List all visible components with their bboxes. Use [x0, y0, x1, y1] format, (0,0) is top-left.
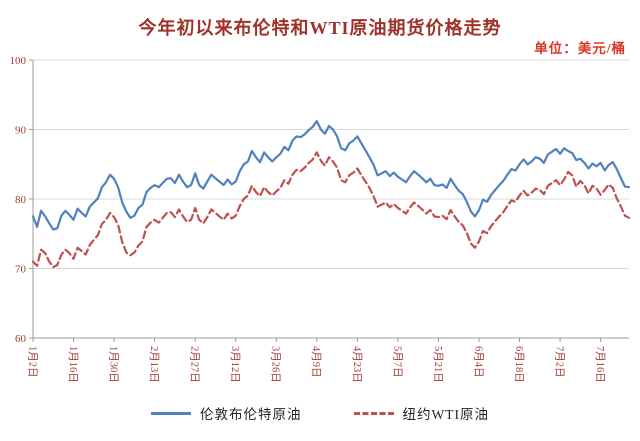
y-axis-label: 70 [15, 263, 27, 275]
y-axis-label: 100 [10, 55, 27, 67]
x-axis-label: 2月27日 [189, 346, 201, 383]
legend-label-wti: 纽约WTI原油 [402, 407, 489, 422]
y-axis-label: 90 [15, 124, 27, 136]
x-axis-label: 7月16日 [594, 346, 606, 383]
legend-item-wti: 纽约WTI原油 [353, 403, 489, 423]
chart-legend: 伦敦布伦特原油 纽约WTI原油 [0, 403, 640, 423]
price-chart: 60 70 80 90 100 1月2日 1月16日 1月30日 2月13日 2月27日 3月12日… [0, 50, 640, 405]
x-axis-label: 7月2日 [554, 346, 566, 378]
x-axis-label: 2月13日 [148, 346, 160, 383]
x-axis-label: 6月4日 [472, 346, 484, 378]
legend-label-brent: 伦敦布伦特原油 [200, 407, 302, 422]
x-axis-label: 1月30日 [108, 346, 120, 383]
y-axis-label: 60 [15, 333, 27, 345]
legend-item-brent: 伦敦布伦特原油 [151, 403, 302, 423]
wti-line-sample [353, 411, 394, 415]
brent-line-sample [151, 411, 191, 415]
price-chart-canvas: 60 70 80 90 100 1月2日 1月16日 1月30日 2月13日 2月27日 3月12日… [10, 55, 631, 383]
chart-title: 今年初以来布伦特和WTI原油期货价格走势 [138, 18, 502, 38]
y-axis-label: 80 [15, 194, 27, 206]
x-axis-label: 4月23日 [351, 346, 363, 383]
x-axis-label: 5月21日 [432, 346, 444, 383]
x-axis-label: 1月2日 [26, 346, 38, 378]
x-axis-label: 3月26日 [270, 346, 282, 383]
x-axis-label: 3月12日 [229, 346, 241, 383]
brent-series-line [31, 120, 631, 231]
x-axis-label: 4月9日 [310, 346, 322, 378]
wti-series-line [31, 151, 631, 269]
x-axis-label: 1月16日 [67, 346, 79, 383]
unit-label: 单位：美元/桶 [534, 41, 626, 56]
x-axis-label: 5月7日 [391, 346, 403, 378]
x-axis-label: 6月18日 [513, 346, 525, 383]
